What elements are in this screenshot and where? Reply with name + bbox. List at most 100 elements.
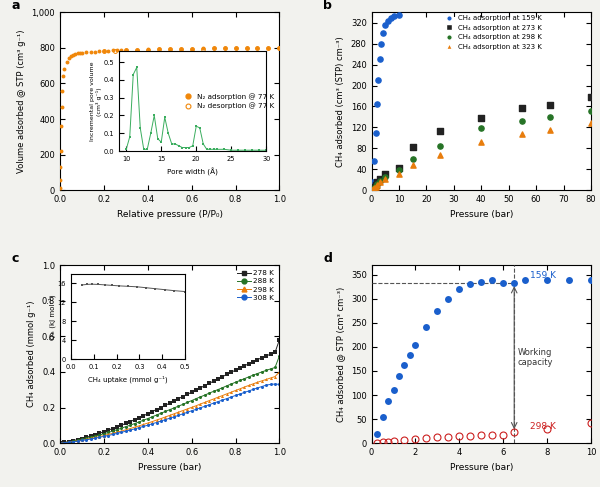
Point: [378, 29, 388, 37]
Point: [518, 130, 527, 138]
Text: c: c: [12, 251, 19, 264]
308 K: [104, 432, 112, 438]
308 K: [127, 427, 134, 433]
298 K: [122, 427, 130, 433]
X-axis label: Relative pressure (P/P₀): Relative pressure (P/P₀): [117, 210, 223, 219]
Point: [518, 104, 527, 112]
278 K: [271, 349, 278, 355]
X-axis label: Pressure (bar): Pressure (bar): [138, 463, 202, 471]
Point: [545, 113, 554, 121]
278 K: [122, 420, 130, 426]
Point: [370, 183, 379, 191]
Line: 298 K: 298 K: [58, 371, 281, 445]
278 K: [56, 440, 64, 446]
Point: [380, 173, 390, 181]
Point: [408, 161, 418, 169]
288 K: [56, 440, 64, 446]
308 K: [276, 381, 283, 387]
X-axis label: Pressure (bar): Pressure (bar): [449, 210, 513, 219]
288 K: [122, 424, 130, 430]
Point: [372, 181, 382, 189]
Point: [367, 186, 377, 194]
Point: [368, 186, 378, 193]
288 K: [214, 387, 221, 393]
298 K: [127, 426, 134, 431]
Point: [394, 167, 404, 174]
Point: [372, 100, 382, 108]
Y-axis label: CH₄ adsorbed (cm³ (STP) cm⁻³): CH₄ adsorbed (cm³ (STP) cm⁻³): [336, 36, 345, 167]
Point: [436, 151, 445, 159]
Text: d: d: [323, 251, 332, 264]
Text: a: a: [12, 0, 20, 12]
308 K: [56, 440, 64, 446]
308 K: [271, 381, 278, 387]
Point: [586, 119, 596, 127]
Point: [394, 169, 404, 177]
Point: [372, 179, 382, 187]
Point: [408, 144, 418, 151]
Point: [375, 175, 385, 183]
Point: [586, 93, 596, 101]
Text: Working
capacity: Working capacity: [517, 348, 553, 367]
Point: [408, 155, 418, 163]
288 K: [201, 392, 208, 398]
Point: [380, 175, 390, 183]
Point: [376, 40, 386, 48]
Point: [394, 164, 404, 171]
Point: [367, 186, 377, 194]
278 K: [127, 419, 134, 425]
Line: 288 K: 288 K: [58, 355, 281, 445]
Point: [380, 169, 390, 177]
Point: [367, 186, 377, 193]
298 K: [104, 431, 112, 437]
Point: [586, 107, 596, 114]
Point: [518, 117, 527, 125]
Point: [436, 142, 445, 150]
298 K: [271, 374, 278, 379]
Point: [368, 185, 378, 192]
Point: [476, 138, 486, 146]
308 K: [201, 403, 208, 409]
Point: [368, 186, 378, 193]
298 K: [276, 369, 283, 375]
Y-axis label: CH₄ adsorbed (mmol g⁻¹): CH₄ adsorbed (mmol g⁻¹): [28, 301, 37, 407]
Point: [372, 180, 382, 188]
Point: [375, 179, 385, 187]
Point: [545, 101, 554, 109]
Legend: 278 K, 288 K, 298 K, 308 K: 278 K, 288 K, 298 K, 308 K: [235, 269, 276, 302]
298 K: [56, 440, 64, 446]
288 K: [276, 353, 283, 359]
Point: [383, 17, 393, 25]
Legend: CH₄ adsorption at 159 K, CH₄ adsorption at 273 K, CH₄ adsorption at 298 K, CH₄ a: CH₄ adsorption at 159 K, CH₄ adsorption …: [441, 14, 544, 51]
Point: [394, 11, 404, 19]
288 K: [104, 430, 112, 435]
308 K: [267, 381, 274, 387]
Point: [371, 182, 380, 190]
Point: [476, 114, 486, 122]
Point: [389, 13, 398, 20]
308 K: [214, 399, 221, 405]
Point: [370, 184, 379, 192]
278 K: [201, 383, 208, 389]
Point: [375, 177, 385, 185]
308 K: [122, 428, 130, 434]
298 K: [201, 399, 208, 405]
Text: 159 K: 159 K: [530, 270, 556, 280]
Point: [374, 76, 383, 84]
Point: [367, 186, 377, 194]
Point: [371, 183, 380, 190]
Point: [375, 56, 385, 63]
288 K: [127, 422, 134, 428]
Point: [368, 179, 378, 187]
278 K: [276, 337, 283, 343]
298 K: [214, 394, 221, 400]
Text: 298 K: 298 K: [530, 422, 556, 431]
Point: [370, 158, 379, 166]
Legend: N₂ adsorption @ 77 K, N₂ desorption @ 77 K: N₂ adsorption @ 77 K, N₂ desorption @ 77…: [179, 92, 276, 111]
Point: [386, 15, 395, 22]
278 K: [214, 376, 221, 382]
Y-axis label: CH₄ adsorbed @ STP (cm³ cm⁻³): CH₄ adsorbed @ STP (cm³ cm⁻³): [336, 286, 345, 422]
Point: [380, 21, 390, 29]
Point: [545, 126, 554, 134]
Point: [436, 127, 445, 135]
